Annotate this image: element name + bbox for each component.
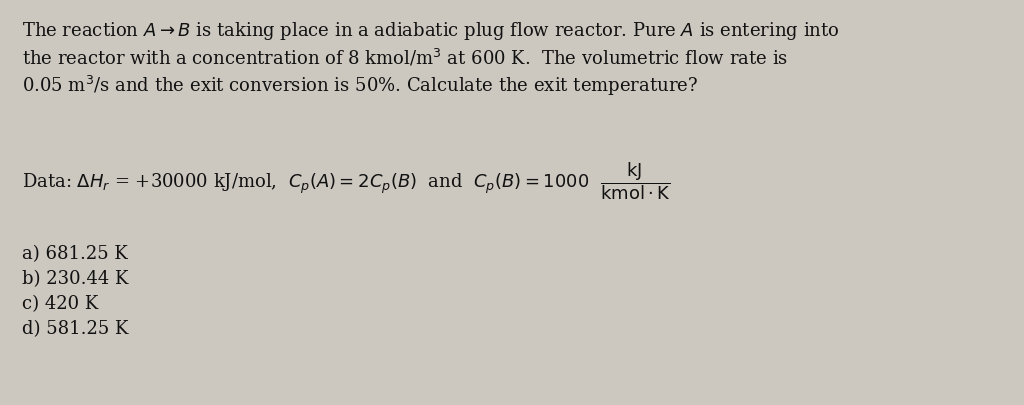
- Text: Data: $\Delta H_r$ = +30000 kJ/mol,  $C_p(A) = 2C_p(B)$  and  $C_p(B) = 1000\ \ : Data: $\Delta H_r$ = +30000 kJ/mol, $C_p…: [22, 160, 671, 202]
- Text: a) 681.25 K: a) 681.25 K: [22, 245, 128, 263]
- Text: 0.05 m$^3$/s and the exit conversion is 50%. Calculate the exit temperature?: 0.05 m$^3$/s and the exit conversion is …: [22, 74, 698, 98]
- Text: c) 420 K: c) 420 K: [22, 295, 98, 313]
- Text: the reactor with a concentration of 8 kmol/m$^3$ at 600 K.  The volumetric flow : the reactor with a concentration of 8 km…: [22, 47, 788, 68]
- Text: The reaction $A \rightarrow B$ is taking place in a adiabatic plug flow reactor.: The reaction $A \rightarrow B$ is taking…: [22, 20, 840, 42]
- Text: d) 581.25 K: d) 581.25 K: [22, 320, 128, 338]
- Text: b) 230.44 K: b) 230.44 K: [22, 270, 128, 288]
